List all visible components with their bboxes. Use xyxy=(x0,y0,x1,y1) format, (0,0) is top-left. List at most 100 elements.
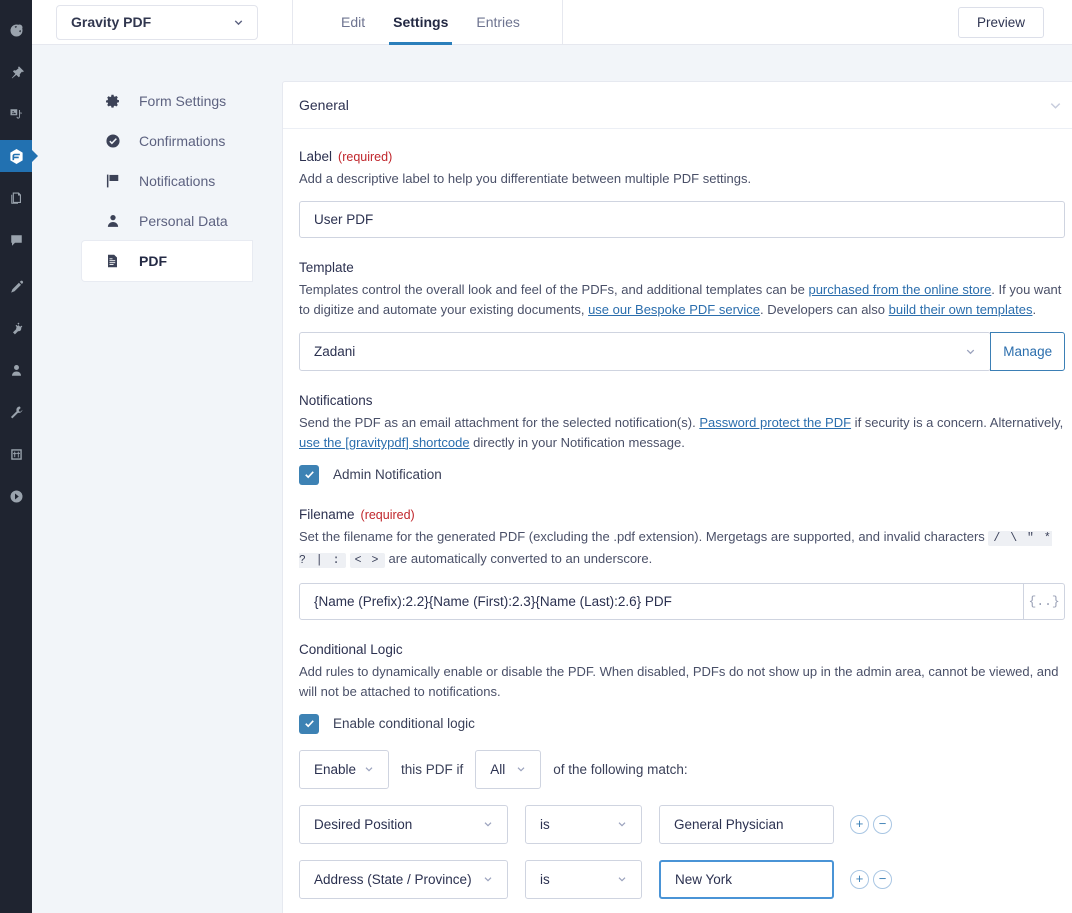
sidebar-spacer xyxy=(0,302,32,312)
rule-field-select[interactable]: Address (State / Province) xyxy=(299,859,508,899)
appearance-icon[interactable] xyxy=(0,270,32,302)
notif-desc-1: Send the PDF as an email attachment for … xyxy=(299,414,700,430)
merge-tag-icon[interactable]: {..} xyxy=(1023,582,1065,620)
admin-notification-row[interactable]: Admin Notification xyxy=(299,464,1065,485)
conditional-rule-row: Desired Position is xyxy=(299,804,1065,844)
sidebar-item-confirmations[interactable]: Confirmations xyxy=(82,121,252,161)
remove-rule-button[interactable]: − xyxy=(873,814,892,834)
pages-icon[interactable] xyxy=(0,182,32,214)
label-field-group: Label (required) Add a descriptive label … xyxy=(299,149,1065,238)
rule-value-text: General Physician xyxy=(674,816,784,832)
plugins-icon[interactable] xyxy=(0,312,32,344)
filename-field-description: Set the filename for the generated PDF (… xyxy=(299,527,1065,572)
enable-conditional-logic-checkbox[interactable] xyxy=(299,713,319,734)
notifications-field-description: Send the PDF as an email attachment for … xyxy=(299,413,1065,454)
sidebar-item-notifications[interactable]: Notifications xyxy=(82,161,252,201)
chevron-down-icon xyxy=(616,873,628,885)
rule-value-input-focused[interactable]: New York xyxy=(659,859,834,899)
template-desc-3: . Developers can also xyxy=(760,302,889,317)
link-password-protect-pdf[interactable]: Password protect the PDF xyxy=(699,414,852,430)
remove-rule-button[interactable]: − xyxy=(873,869,892,889)
flag-icon xyxy=(104,173,121,189)
link-bespoke-pdf-service[interactable]: use our Bespoke PDF service xyxy=(588,302,761,317)
document-icon xyxy=(104,253,121,269)
panel-header[interactable]: General xyxy=(283,82,1072,129)
template-select[interactable]: Zadani xyxy=(299,331,992,371)
sidebar-item-form-settings[interactable]: Form Settings xyxy=(82,81,252,121)
dashboard-icon[interactable] xyxy=(0,14,32,46)
link-purchase-online-store[interactable]: purchased from the online store xyxy=(808,281,992,297)
remove-rule-label: − xyxy=(878,816,887,831)
collapse-icon[interactable] xyxy=(0,480,32,512)
sidebar-item-label: Confirmations xyxy=(139,133,226,149)
rule-field-select[interactable]: Desired Position xyxy=(299,804,508,844)
panel-wrapper: General Label (required) Add a descriptiv… xyxy=(252,81,1072,913)
label-input[interactable]: User PDF xyxy=(299,200,1065,238)
label-field-description: Add a descriptive label to help you diff… xyxy=(299,171,752,186)
sidebar-spacer xyxy=(0,130,32,140)
comments-icon[interactable] xyxy=(0,224,32,256)
logic-action-select[interactable]: Enable xyxy=(299,749,389,789)
tab-settings[interactable]: Settings xyxy=(379,0,462,45)
tab-bar: Edit Settings Entries xyxy=(292,0,563,45)
manage-templates-button[interactable]: Manage xyxy=(990,331,1065,371)
rule-operator-select[interactable]: is xyxy=(525,859,642,899)
conditional-logic-group: Conditional Logic Add rules to dynamical… xyxy=(299,642,1065,899)
template-desc-4: . xyxy=(1032,302,1037,317)
chevron-down-icon xyxy=(482,818,494,830)
settings-icon[interactable] xyxy=(0,438,32,470)
required-badge: (required) xyxy=(338,150,393,164)
filename-input-value: {Name (Prefix):2.2}{Name (First):2.3}{Na… xyxy=(314,593,672,609)
enable-conditional-logic-row[interactable]: Enable conditional logic xyxy=(299,713,1065,734)
sidebar-item-personal-data[interactable]: Personal Data xyxy=(82,201,252,241)
form-selector-value: Gravity PDF xyxy=(71,14,152,30)
media-icon[interactable] xyxy=(0,98,32,130)
users-icon[interactable] xyxy=(0,354,32,386)
admin-notification-checkbox[interactable] xyxy=(299,464,319,485)
template-field-description: Templates control the overall look and f… xyxy=(299,280,1065,321)
sidebar-item-label: Notifications xyxy=(139,173,216,189)
pin-icon[interactable] xyxy=(0,56,32,88)
enable-conditional-logic-label: Enable conditional logic xyxy=(333,716,475,731)
rule-value-input[interactable]: General Physician xyxy=(659,804,834,844)
link-gravitypdf-shortcode[interactable]: use the [gravitypdf] shortcode xyxy=(299,435,470,450)
sidebar-spacer xyxy=(0,214,32,224)
sidebar-spacer xyxy=(0,256,32,270)
chevron-down-icon[interactable] xyxy=(1048,98,1063,113)
tab-edit[interactable]: Edit xyxy=(327,0,379,45)
conditional-logic-header-row: Enable this PDF if All xyxy=(299,749,1065,789)
tab-settings-label: Settings xyxy=(393,14,449,30)
chevron-down-icon xyxy=(515,763,527,775)
notifications-field-title: Notifications xyxy=(299,392,373,408)
logic-text-end: of the following match: xyxy=(553,761,688,777)
panel-title: General xyxy=(299,97,349,113)
rule-operator-select[interactable]: is xyxy=(525,804,642,844)
merge-tag-glyph: {..} xyxy=(1028,593,1060,609)
chevron-down-icon xyxy=(964,345,977,358)
logic-text-middle: this PDF if xyxy=(401,761,464,777)
template-select-row: Zadani Manage xyxy=(299,331,1065,371)
gravity-forms-icon[interactable] xyxy=(0,140,38,172)
sidebar-spacer xyxy=(0,344,32,354)
logic-match-select[interactable]: All xyxy=(475,749,542,789)
sidebar-item-label: Form Settings xyxy=(139,93,227,109)
template-field-title: Template xyxy=(299,259,354,275)
sidebar-item-pdf[interactable]: PDF xyxy=(82,241,252,281)
label-input-value: User PDF xyxy=(314,211,374,227)
add-rule-button[interactable]: + xyxy=(850,814,869,834)
logic-action-value: Enable xyxy=(314,761,357,777)
notifications-field-group: Notifications Send the PDF as an email a… xyxy=(299,393,1065,485)
chevron-down-icon xyxy=(616,818,628,830)
add-rule-button[interactable]: + xyxy=(850,869,869,889)
add-rule-label: + xyxy=(855,816,864,831)
tab-entries[interactable]: Entries xyxy=(462,0,534,45)
form-selector[interactable]: Gravity PDF xyxy=(56,4,258,40)
tools-icon[interactable] xyxy=(0,396,32,428)
tab-entries-label: Entries xyxy=(476,14,520,30)
preview-button[interactable]: Preview xyxy=(958,7,1044,38)
notif-desc-3: directly in your Notification message. xyxy=(469,435,685,450)
gear-icon xyxy=(104,94,121,109)
filename-input[interactable]: {Name (Prefix):2.2}{Name (First):2.3}{Na… xyxy=(299,582,1025,620)
link-build-own-templates[interactable]: build their own templates xyxy=(888,302,1033,317)
wp-admin-sidebar xyxy=(0,0,38,913)
